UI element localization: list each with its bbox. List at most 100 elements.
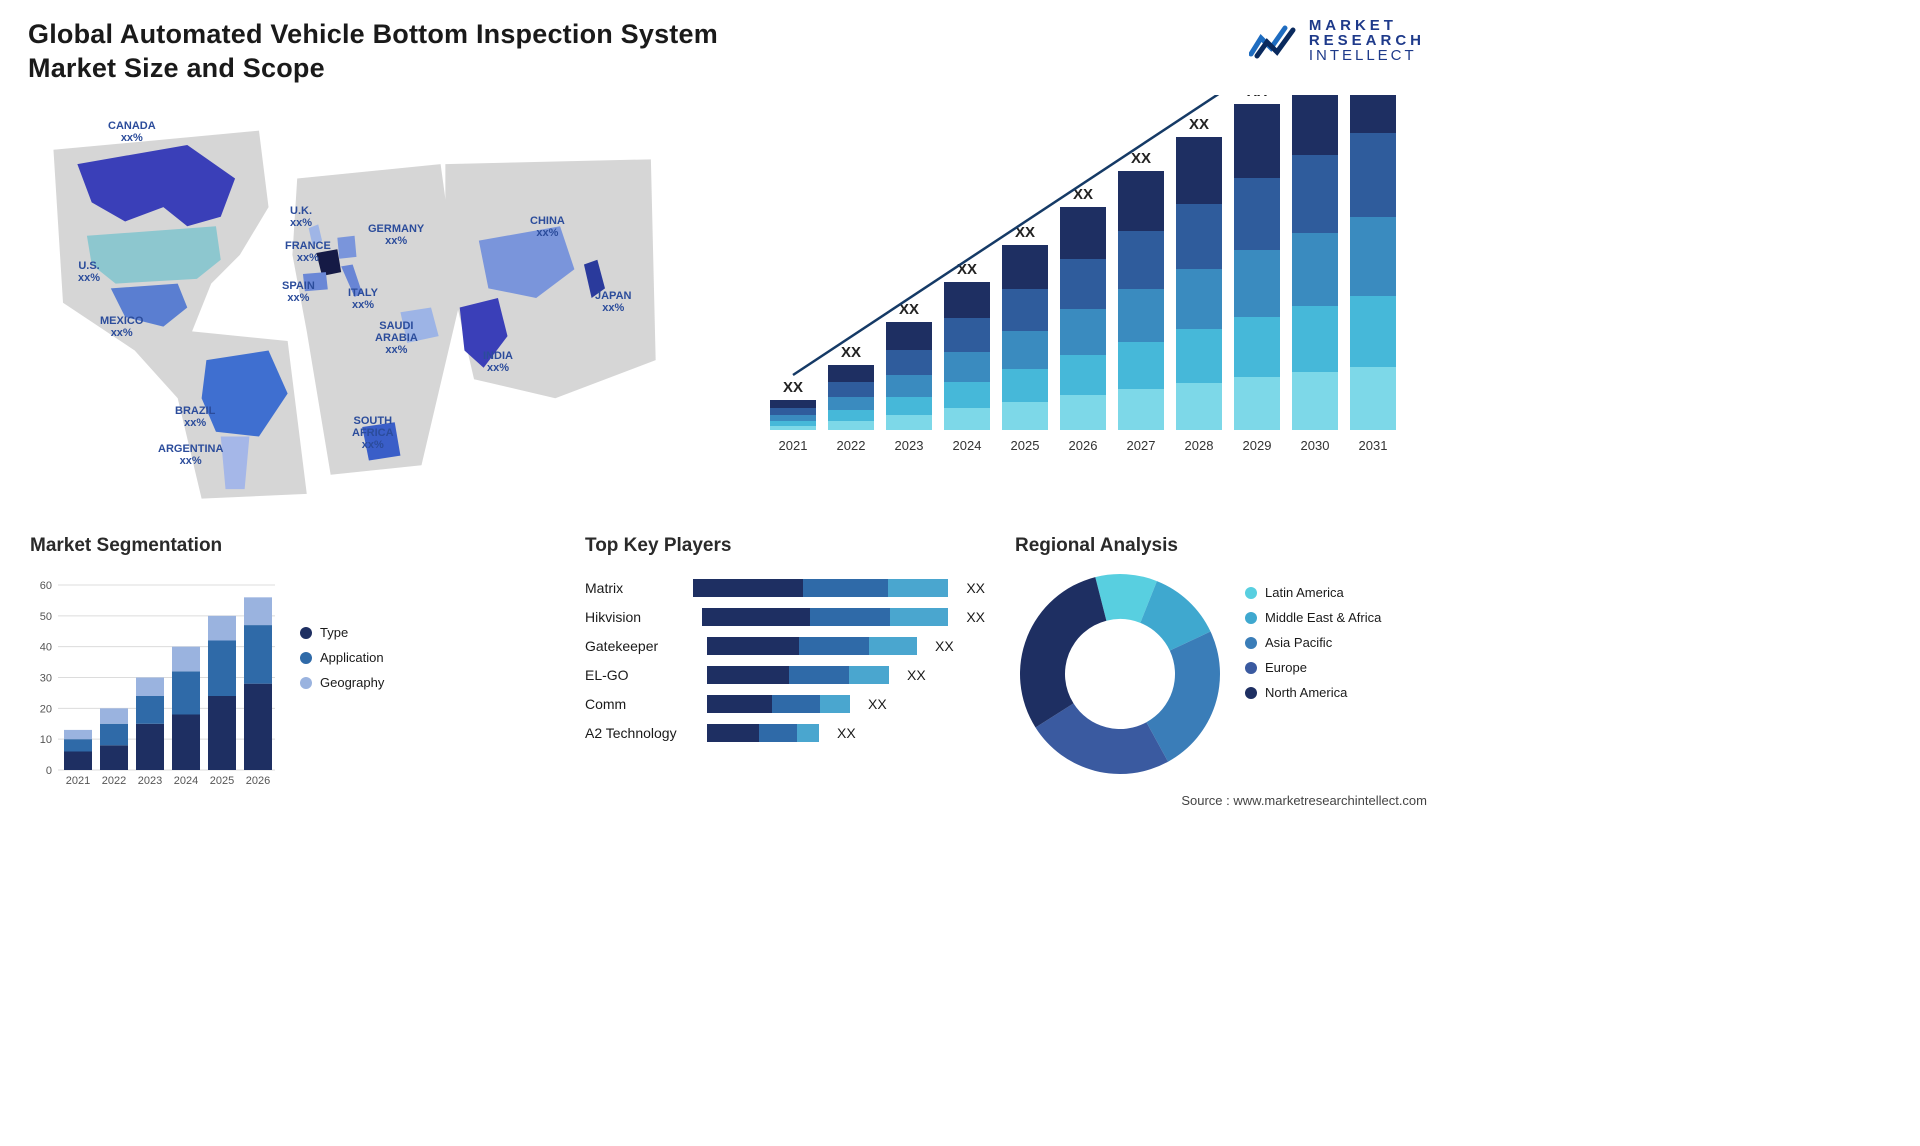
svg-text:60: 60 bbox=[40, 580, 52, 592]
key-player-value-label: XX bbox=[837, 725, 856, 741]
legend-dot-icon bbox=[300, 627, 312, 639]
main-bar-segment bbox=[886, 397, 932, 415]
main-bar-segment bbox=[1292, 306, 1338, 372]
key-player-bar bbox=[707, 724, 819, 742]
key-player-bar-segment bbox=[803, 579, 888, 597]
main-bar-segment bbox=[1002, 369, 1048, 402]
svg-text:50: 50 bbox=[40, 611, 52, 623]
main-bar-segment bbox=[1176, 137, 1222, 204]
source-footnote: Source : www.marketresearchintellect.com bbox=[1181, 793, 1427, 808]
key-player-value-label: XX bbox=[868, 696, 887, 712]
main-bar-segment bbox=[770, 400, 816, 408]
map-country-germany bbox=[337, 236, 356, 259]
main-bar-year-label: 2021 bbox=[779, 438, 808, 453]
main-bar-segment bbox=[828, 397, 874, 410]
key-player-bar-segment bbox=[772, 695, 820, 713]
main-bar-segment bbox=[1118, 342, 1164, 389]
page-title: Global Automated Vehicle Bottom Inspecti… bbox=[28, 18, 748, 86]
main-bar-segment bbox=[828, 365, 874, 382]
key-player-bar-segment bbox=[810, 608, 890, 626]
main-bar-year-label: 2027 bbox=[1127, 438, 1156, 453]
key-player-bar-segment bbox=[707, 695, 772, 713]
key-player-name: Comm bbox=[585, 696, 695, 712]
map-country-argentina bbox=[221, 437, 250, 490]
key-player-bar-segment bbox=[702, 608, 810, 626]
key-player-bar bbox=[693, 579, 948, 597]
key-player-bar-segment bbox=[707, 666, 789, 684]
main-bar-segment bbox=[944, 352, 990, 382]
main-bar-segment bbox=[1176, 383, 1222, 430]
seg-bar-segment bbox=[244, 625, 272, 684]
seg-bar-segment bbox=[172, 647, 200, 672]
map-label: SOUTHAFRICAxx% bbox=[352, 415, 394, 451]
main-bar-segment bbox=[1350, 133, 1396, 217]
main-bar-segment bbox=[944, 408, 990, 430]
legend-label: North America bbox=[1265, 685, 1347, 700]
key-player-bar-segment bbox=[869, 637, 917, 655]
main-bar-segment bbox=[1234, 104, 1280, 178]
map-label: U.K.xx% bbox=[290, 205, 312, 229]
key-player-value-label: XX bbox=[907, 667, 926, 683]
logo-mark-icon bbox=[1249, 22, 1299, 60]
key-player-bar-segment bbox=[888, 579, 948, 597]
main-bar-segment bbox=[944, 318, 990, 352]
main-bar-segment bbox=[1060, 207, 1106, 259]
seg-bar-segment bbox=[244, 684, 272, 770]
main-bar-year-label: 2024 bbox=[953, 438, 982, 453]
main-bar-segment bbox=[1060, 259, 1106, 309]
main-bar-segment bbox=[828, 410, 874, 421]
main-bar-year-label: 2028 bbox=[1185, 438, 1214, 453]
seg-bar-segment bbox=[64, 730, 92, 739]
main-bar-segment bbox=[1350, 367, 1396, 430]
legend-dot-icon bbox=[1245, 587, 1257, 599]
seg-bar-segment bbox=[100, 724, 128, 746]
map-label: BRAZILxx% bbox=[175, 405, 215, 429]
legend-item: Type bbox=[300, 625, 384, 640]
key-player-bar-segment bbox=[707, 637, 799, 655]
key-players-block: Top Key Players MatrixXXHikvisionXXGatek… bbox=[585, 535, 985, 751]
svg-text:10: 10 bbox=[40, 734, 52, 746]
map-label: CANADAxx% bbox=[108, 120, 156, 144]
segmentation-title: Market Segmentation bbox=[30, 535, 445, 557]
key-player-bar-segment bbox=[820, 695, 850, 713]
main-bar-segment bbox=[1118, 389, 1164, 430]
market-segmentation-block: Market Segmentation 01020304050602021202… bbox=[30, 535, 445, 790]
key-player-name: Hikvision bbox=[585, 609, 690, 625]
key-player-bar-segment bbox=[693, 579, 803, 597]
donut-slice bbox=[1146, 632, 1220, 762]
svg-text:30: 30 bbox=[40, 673, 52, 685]
main-bar-value-label: XX bbox=[1247, 95, 1267, 100]
main-bar-segment bbox=[1176, 204, 1222, 269]
logo-text-1: MARKET bbox=[1309, 18, 1425, 33]
key-player-bar bbox=[702, 608, 948, 626]
key-player-row: A2 TechnologyXX bbox=[585, 722, 985, 744]
main-bar-year-label: 2029 bbox=[1243, 438, 1272, 453]
key-player-bar-segment bbox=[797, 724, 819, 742]
main-bar-segment bbox=[1234, 178, 1280, 250]
legend-label: Geography bbox=[320, 675, 384, 690]
svg-text:2026: 2026 bbox=[246, 775, 270, 787]
main-bar-segment bbox=[1176, 269, 1222, 329]
legend-dot-icon bbox=[1245, 687, 1257, 699]
main-bar-segment bbox=[770, 421, 816, 426]
main-bar-year-label: 2025 bbox=[1011, 438, 1040, 453]
main-bar-segment bbox=[944, 382, 990, 408]
legend-label: Middle East & Africa bbox=[1265, 610, 1381, 625]
logo-text-3: INTELLECT bbox=[1309, 48, 1425, 63]
main-bar-segment bbox=[1350, 95, 1396, 133]
legend-dot-icon bbox=[1245, 662, 1257, 674]
key-player-bar-segment bbox=[707, 724, 759, 742]
regional-legend: Latin AmericaMiddle East & AfricaAsia Pa… bbox=[1245, 575, 1381, 710]
key-player-value-label: XX bbox=[935, 638, 954, 654]
legend-item: Geography bbox=[300, 675, 384, 690]
legend-item: Application bbox=[300, 650, 384, 665]
key-player-value-label: XX bbox=[966, 580, 985, 596]
main-bar-segment bbox=[1234, 377, 1280, 430]
main-bar-segment bbox=[828, 421, 874, 430]
main-bar-segment bbox=[1118, 289, 1164, 342]
main-bar-value-label: XX bbox=[783, 379, 803, 396]
seg-bar-segment bbox=[172, 715, 200, 771]
key-player-row: GatekeeperXX bbox=[585, 635, 985, 657]
main-bar-segment bbox=[1292, 155, 1338, 233]
map-label: INDIAxx% bbox=[483, 350, 513, 374]
